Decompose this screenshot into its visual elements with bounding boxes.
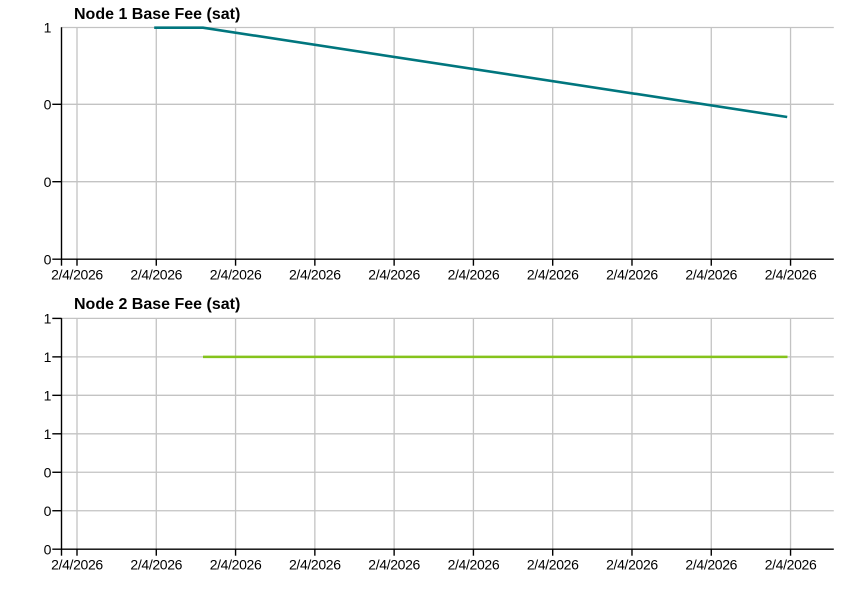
svg-text:2/4/2026: 2/4/2026 bbox=[210, 557, 262, 573]
svg-text:2/4/2026: 2/4/2026 bbox=[51, 267, 103, 283]
svg-text:Node 2 Base Fee (sat): Node 2 Base Fee (sat) bbox=[74, 296, 240, 313]
svg-text:1: 1 bbox=[44, 426, 52, 442]
svg-text:1: 1 bbox=[44, 349, 52, 365]
svg-text:2/4/2026: 2/4/2026 bbox=[210, 267, 262, 283]
svg-text:2/4/2026: 2/4/2026 bbox=[606, 267, 658, 283]
svg-text:0: 0 bbox=[44, 174, 52, 190]
svg-text:2/4/2026: 2/4/2026 bbox=[685, 267, 737, 283]
svg-text:1: 1 bbox=[44, 387, 52, 403]
svg-text:1: 1 bbox=[44, 20, 52, 36]
svg-text:2/4/2026: 2/4/2026 bbox=[130, 557, 182, 573]
svg-text:2/4/2026: 2/4/2026 bbox=[527, 267, 579, 283]
svg-text:2/4/2026: 2/4/2026 bbox=[130, 267, 182, 283]
svg-text:0: 0 bbox=[44, 503, 52, 519]
svg-text:2/4/2026: 2/4/2026 bbox=[527, 557, 579, 573]
svg-text:2/4/2026: 2/4/2026 bbox=[765, 267, 817, 283]
svg-text:0: 0 bbox=[44, 96, 52, 112]
svg-text:2/4/2026: 2/4/2026 bbox=[289, 267, 341, 283]
svg-text:2/4/2026: 2/4/2026 bbox=[606, 557, 658, 573]
svg-text:2/4/2026: 2/4/2026 bbox=[51, 557, 103, 573]
svg-text:0: 0 bbox=[44, 251, 52, 267]
svg-text:2/4/2026: 2/4/2026 bbox=[765, 557, 817, 573]
svg-text:2/4/2026: 2/4/2026 bbox=[368, 557, 420, 573]
svg-text:Node 1 Base Fee (sat): Node 1 Base Fee (sat) bbox=[74, 6, 240, 23]
svg-text:2/4/2026: 2/4/2026 bbox=[685, 557, 737, 573]
svg-text:0: 0 bbox=[44, 464, 52, 480]
svg-text:2/4/2026: 2/4/2026 bbox=[368, 267, 420, 283]
svg-text:2/4/2026: 2/4/2026 bbox=[448, 557, 500, 573]
svg-text:0: 0 bbox=[44, 541, 52, 557]
svg-text:1: 1 bbox=[44, 311, 52, 327]
svg-text:2/4/2026: 2/4/2026 bbox=[289, 557, 341, 573]
svg-text:2/4/2026: 2/4/2026 bbox=[448, 267, 500, 283]
